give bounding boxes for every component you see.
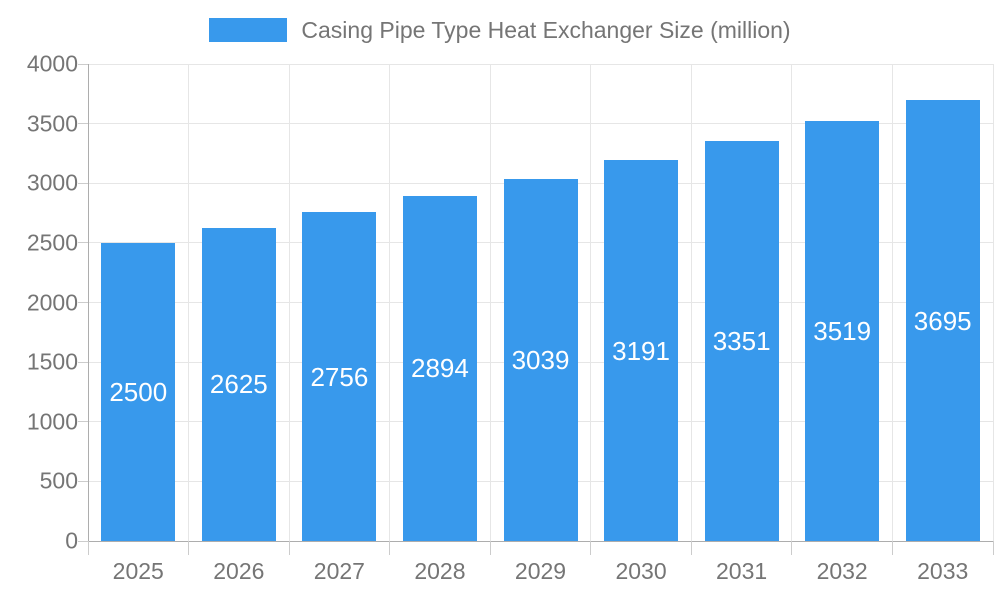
x-tick-mark xyxy=(891,541,893,555)
bar-2032: 3519 xyxy=(805,121,880,541)
x-tick-mark xyxy=(992,541,994,555)
x-tick-label: 2030 xyxy=(615,558,667,584)
x-tick-mark xyxy=(690,541,692,555)
bar-value-label: 3695 xyxy=(913,305,972,336)
y-tick-label: 4000 xyxy=(26,50,78,77)
x-tick-label: 2025 xyxy=(112,558,164,584)
bar-2033: 3695 xyxy=(905,100,980,541)
y-tick-mark xyxy=(78,242,88,244)
x-tick-label: 2027 xyxy=(313,558,365,584)
y-tick-mark xyxy=(78,361,88,363)
y-tick-label: 3500 xyxy=(26,110,78,137)
x-tick-mark xyxy=(389,541,391,555)
x-gridline xyxy=(590,64,592,541)
bar-value-label: 3351 xyxy=(712,326,771,357)
x-tick-mark xyxy=(288,541,290,555)
legend-item[interactable]: Casing Pipe Type Heat Exchanger Size (mi… xyxy=(0,14,1000,46)
x-tick-mark xyxy=(87,541,89,555)
bar-2025: 2500 xyxy=(101,242,176,541)
y-tick-label: 3000 xyxy=(26,169,78,196)
legend-swatch xyxy=(209,18,288,42)
y-tick-mark xyxy=(78,63,88,65)
bar-2031: 3351 xyxy=(704,141,779,541)
bar-value-label: 3519 xyxy=(813,316,872,347)
x-tick-label: 2032 xyxy=(816,558,868,584)
bar-2028: 2894 xyxy=(402,195,477,541)
x-gridline xyxy=(188,64,190,541)
x-tick-label: 2033 xyxy=(917,558,969,584)
x-tick-label: 2029 xyxy=(514,558,567,584)
y-tick-mark xyxy=(78,421,88,423)
bar-2030: 3191 xyxy=(604,160,679,541)
y-tick-mark xyxy=(78,302,88,303)
bar-2026: 2625 xyxy=(201,227,276,541)
x-tick-mark xyxy=(590,541,592,555)
y-tick-label: 2000 xyxy=(26,289,78,315)
x-axis-line xyxy=(88,540,993,542)
y-tick-mark xyxy=(78,480,88,482)
legend-label: Casing Pipe Type Heat Exchanger Size (mi… xyxy=(301,16,791,43)
x-tick-mark xyxy=(188,541,190,555)
x-gridline xyxy=(389,64,391,541)
y-tick-label: 0 xyxy=(65,527,78,554)
bar-value-label: 3191 xyxy=(612,335,670,366)
bar-2027: 2756 xyxy=(302,212,377,541)
bar-2029: 3039 xyxy=(503,178,578,541)
y-tick-label: 500 xyxy=(39,467,78,494)
y-tick-label: 1500 xyxy=(26,348,78,375)
bar-value-label: 3039 xyxy=(511,344,570,375)
y-tick-mark xyxy=(78,182,88,184)
bar-value-label: 2756 xyxy=(310,361,369,392)
x-gridline xyxy=(489,64,491,541)
x-tick-label: 2026 xyxy=(213,558,265,584)
x-tick-label: 2031 xyxy=(716,558,768,584)
x-tick-mark xyxy=(791,541,793,555)
y-gridline xyxy=(88,63,993,65)
x-gridline xyxy=(791,64,793,541)
bar-value-label: 2894 xyxy=(411,353,469,384)
y-tick-label: 2500 xyxy=(26,229,78,256)
x-gridline xyxy=(891,64,893,541)
y-tick-label: 1000 xyxy=(26,408,78,435)
y-axis-line xyxy=(87,64,89,541)
x-gridline xyxy=(690,64,692,541)
x-gridline xyxy=(992,64,994,541)
y-gridline xyxy=(88,123,993,125)
bar-value-label: 2625 xyxy=(209,369,268,400)
x-gridline xyxy=(288,64,290,541)
x-tick-mark xyxy=(489,541,491,555)
bar-value-label: 2500 xyxy=(109,376,168,407)
plot-area: 0 500 1000 1500 2000 2500 3000 3500 4000 2500 2625… xyxy=(27,52,994,584)
y-tick-mark xyxy=(78,540,88,542)
y-tick-mark xyxy=(78,123,88,125)
x-tick-label: 2028 xyxy=(414,558,466,584)
